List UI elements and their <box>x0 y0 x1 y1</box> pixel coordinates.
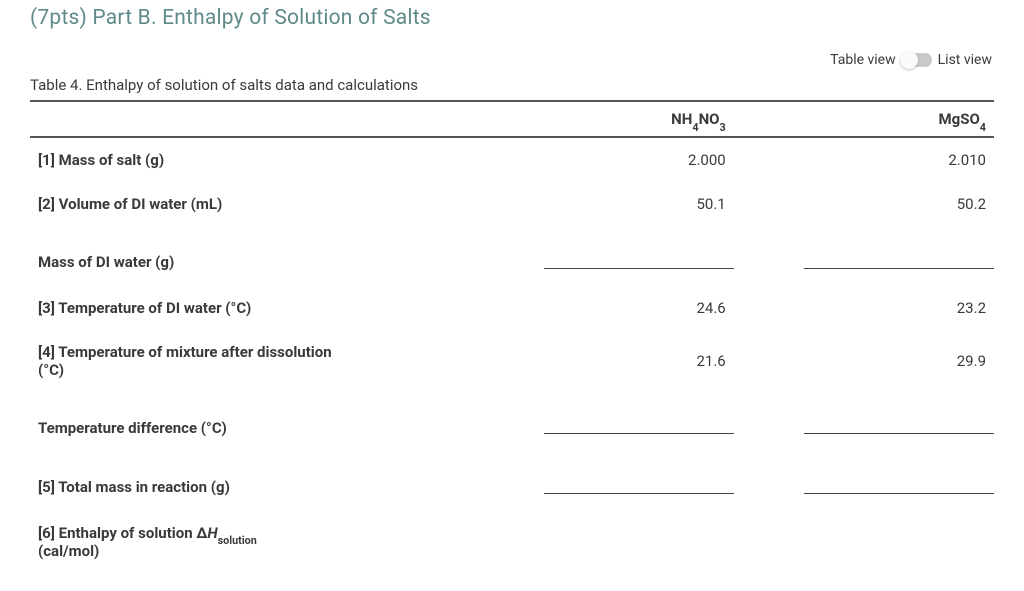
cell-blank[interactable] <box>734 392 994 452</box>
row-label: Temperature difference (°C) <box>30 392 473 452</box>
row-label: [6] Enthalpy of solution ΔHsolution (cal… <box>30 511 473 573</box>
cell-value: 2.000 <box>473 137 733 182</box>
col1-sub2: 3 <box>720 121 726 134</box>
row-label: Mass of DI water (g) <box>30 226 473 286</box>
table-row: [1] Mass of salt (g) 2.000 2.010 <box>30 137 994 182</box>
col2-sub1: 4 <box>980 121 986 134</box>
cell-value: 23.2 <box>734 286 994 330</box>
cell-value: 21.6 <box>473 330 733 392</box>
table-header-row: NH4NO3 MgSO4 <box>30 101 994 137</box>
row-label: [1] Mass of salt (g) <box>30 137 473 182</box>
col1-part1: NH <box>671 110 692 128</box>
header-blank <box>30 101 473 137</box>
cell-value: 50.1 <box>473 182 733 226</box>
section-heading: (7pts) Part B. Enthalpy of Solution of S… <box>30 0 994 52</box>
col1-sub1: 4 <box>692 121 698 134</box>
list-view-label: List view <box>938 52 992 68</box>
table-row: [4] Temperature of mixture after dissolu… <box>30 330 994 392</box>
table-row: Mass of DI water (g) <box>30 226 994 286</box>
table-caption: Table 4. Enthalpy of solution of salts d… <box>30 76 994 100</box>
row-label: [5] Total mass in reaction (g) <box>30 451 473 511</box>
col1-part2: NO <box>699 110 720 128</box>
table-row: [2] Volume of DI water (mL) 50.1 50.2 <box>30 182 994 226</box>
header-col-nh4no3: NH4NO3 <box>473 101 733 137</box>
view-toggle-switch[interactable] <box>902 53 932 67</box>
table-row: Temperature difference (°C) <box>30 392 994 452</box>
cell-value: 29.9 <box>734 330 994 392</box>
row-label: [2] Volume of DI water (mL) <box>30 182 473 226</box>
table-view-label: Table view <box>830 52 896 68</box>
table-row: [5] Total mass in reaction (g) <box>30 451 994 511</box>
r8-ital: H <box>207 524 217 542</box>
page-root: (7pts) Part B. Enthalpy of Solution of S… <box>0 0 1024 573</box>
cell-blank[interactable] <box>734 451 994 511</box>
table-row: [6] Enthalpy of solution ΔHsolution (cal… <box>30 511 994 573</box>
cell-blank[interactable] <box>734 226 994 286</box>
cell-value: 2.010 <box>734 137 994 182</box>
view-toggle-row: Table view List view <box>30 52 994 68</box>
col2-part1: MgSO <box>939 110 980 128</box>
cell-blank[interactable] <box>473 226 733 286</box>
r8-sub: solution <box>218 534 257 547</box>
table-row: [3] Temperature of DI water (°C) 24.6 23… <box>30 286 994 330</box>
cell-blank[interactable] <box>473 511 733 573</box>
cell-blank[interactable] <box>473 392 733 452</box>
cell-blank[interactable] <box>473 451 733 511</box>
r8-pre: [6] Enthalpy of solution Δ <box>38 524 207 542</box>
r8-post: (cal/mol) <box>38 542 99 560</box>
row-label: [4] Temperature of mixture after dissolu… <box>30 330 473 392</box>
data-table: NH4NO3 MgSO4 [1] Mass of salt (g) 2.000 … <box>30 100 994 573</box>
cell-value: 50.2 <box>734 182 994 226</box>
cell-value: 24.6 <box>473 286 733 330</box>
row-label: [3] Temperature of DI water (°C) <box>30 286 473 330</box>
header-col-mgso4: MgSO4 <box>734 101 994 137</box>
cell-blank[interactable] <box>734 511 994 573</box>
